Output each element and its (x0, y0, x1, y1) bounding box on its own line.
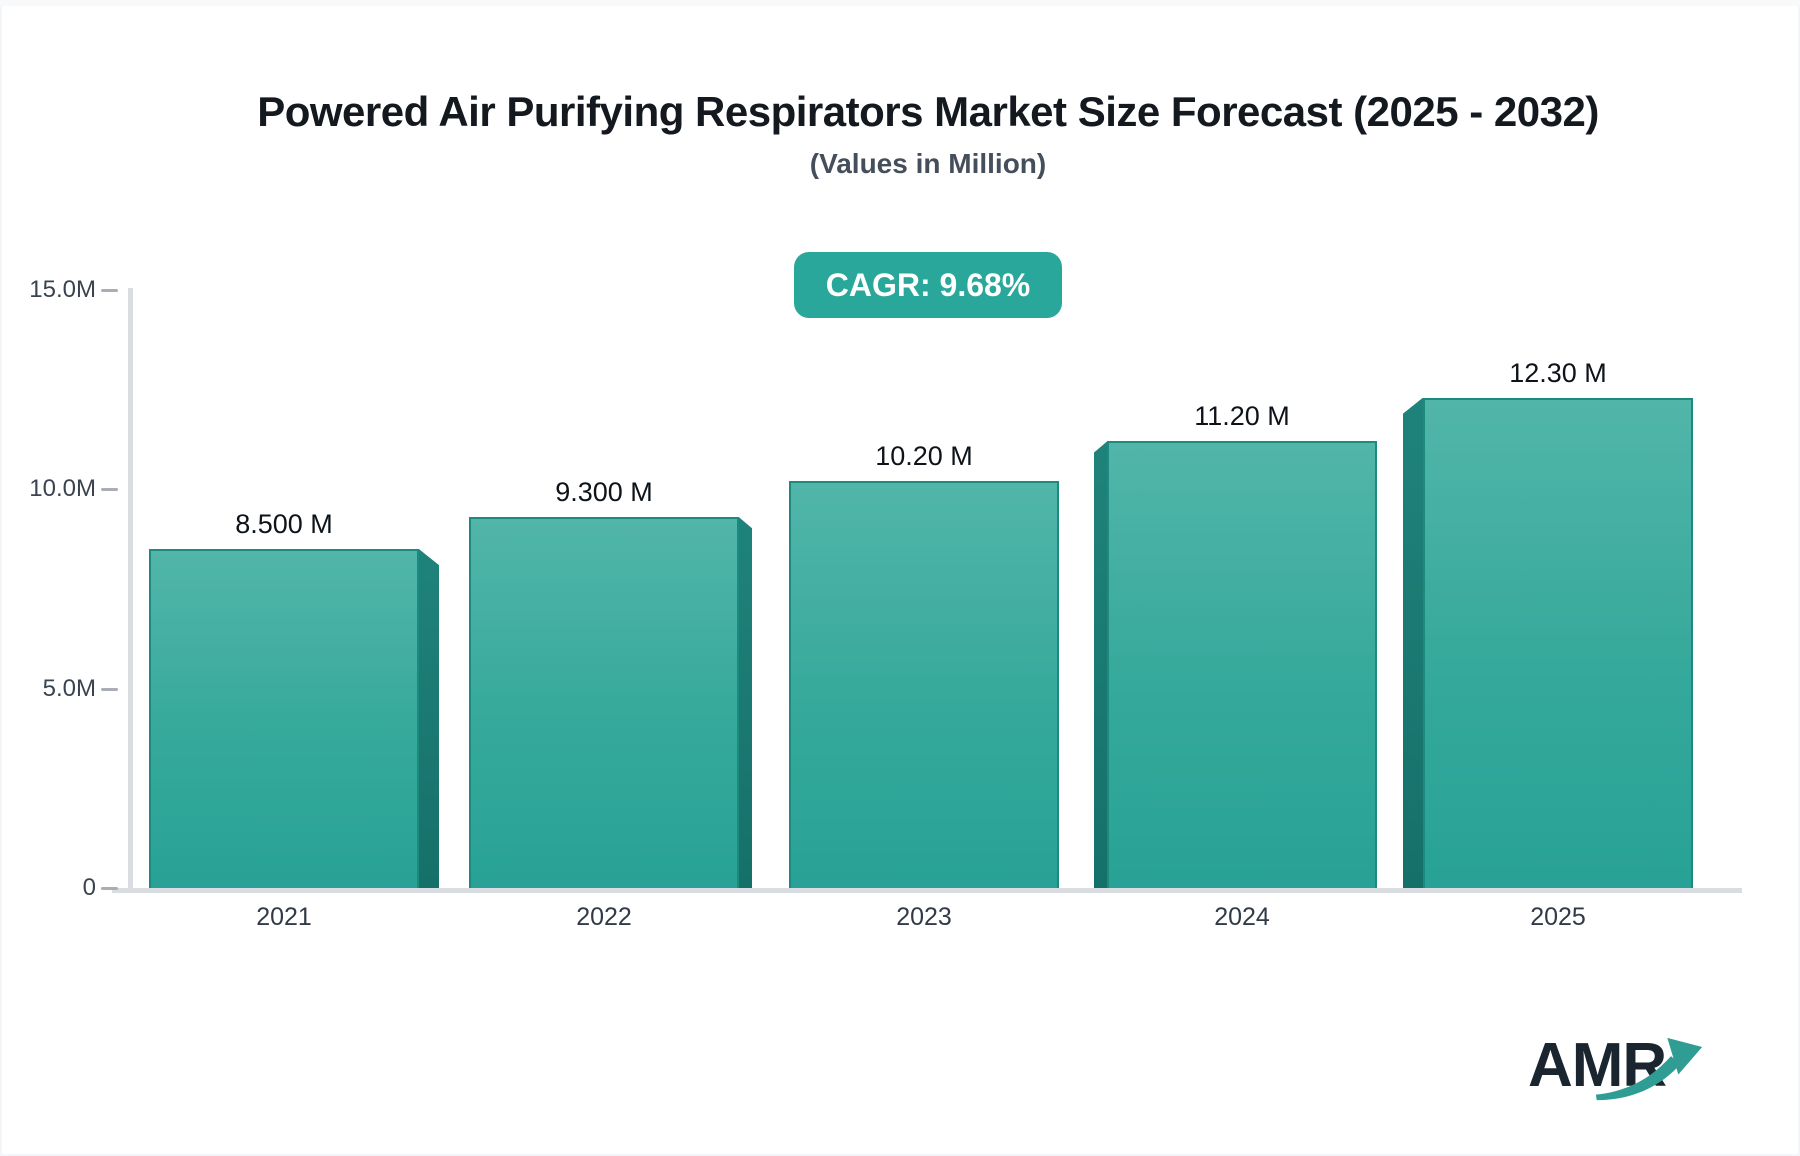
y-axis-line (128, 288, 133, 893)
x-axis-line (112, 888, 1742, 893)
x-tick-label-2024: 2024 (1214, 903, 1270, 931)
bar-2023-value-label: 10.20 M (875, 441, 973, 472)
bar-2022-3d-side (739, 517, 752, 888)
bar-2021-value-label: 8.500 M (235, 509, 333, 540)
amr-logo: AMR (1528, 1032, 1718, 1112)
bar-2024-3d-side (1094, 441, 1107, 888)
y-tick-label: 15.0M (29, 276, 96, 303)
bar-2025-value-label: 12.30 M (1509, 357, 1607, 388)
bar-2023-face[interactable] (789, 481, 1059, 888)
growth-arrow-icon (1595, 1037, 1703, 1101)
bar-2025-face[interactable] (1423, 397, 1693, 888)
bar-2022-value-label: 9.300 M (555, 477, 653, 508)
cagr-badge: CAGR: 9.68% (793, 252, 1063, 319)
x-tick-label-2022: 2022 (576, 903, 632, 931)
bar-2025-3d-side (1403, 397, 1423, 888)
y-tick-label: 0 (82, 874, 96, 901)
x-tick-label-2025: 2025 (1530, 903, 1586, 931)
bar-2024-face[interactable] (1107, 441, 1377, 888)
bar-2021-3d-side (419, 549, 439, 888)
chart-subtitle: (Values in Million) (809, 148, 1047, 179)
y-tick-label: 5.0M (42, 674, 96, 702)
y-tick-dash (101, 488, 118, 492)
bar-2024-value-label: 11.20 M (1194, 401, 1290, 432)
y-tick-dash (101, 687, 118, 691)
y-tick-label: 10.0M (29, 475, 96, 503)
cagr-badge-row: CAGR: 9.68% (56, 252, 1800, 319)
x-tick-label-2023: 2023 (896, 903, 952, 931)
x-tick-label-2021: 2021 (256, 903, 312, 931)
y-tick-dash (101, 289, 118, 292)
bar-2021-face[interactable] (149, 549, 419, 888)
bar-2022-face[interactable] (469, 517, 739, 888)
y-tick-dash (101, 887, 118, 890)
page-title: Powered Air Purifying Respirators Market… (257, 88, 1599, 135)
